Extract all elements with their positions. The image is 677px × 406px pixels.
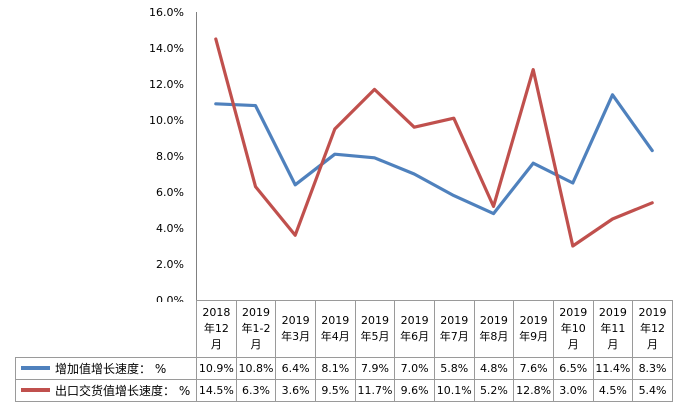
- value-cell: 10.8%: [235, 357, 277, 380]
- category-label: 2019 年3月: [275, 300, 316, 358]
- value-cell: 5.8%: [433, 357, 475, 380]
- legend-line-swatch: [21, 387, 50, 392]
- value-cell: 7.0%: [394, 357, 435, 380]
- category-label: 2019 年1-2 月: [235, 300, 277, 358]
- value-cell: 3.6%: [275, 379, 316, 402]
- value-cell: 6.3%: [235, 379, 277, 402]
- value-cell: 6.5%: [552, 357, 594, 380]
- value-cell: 8.3%: [632, 357, 673, 380]
- value-cell: 9.6%: [394, 379, 435, 402]
- y-axis-tick-label: 16.0%: [149, 6, 184, 19]
- value-cell: 4.5%: [592, 379, 634, 402]
- value-cell: 4.8%: [473, 357, 515, 380]
- value-cell: 3.0%: [552, 379, 594, 402]
- legend-series-name: 增加值增长速度： %: [55, 362, 167, 376]
- y-axis-tick-label: 14.0%: [149, 42, 184, 55]
- category-label: 2019 年8月: [473, 300, 515, 358]
- value-cell: 9.5%: [314, 379, 356, 402]
- series-row-0: 增加值增长速度： % 10.9% 10.8% 6.4% 8.1% 7.9% 7.0% 5.8%…: [15, 357, 673, 380]
- series-row-1: 出口交货值增长速度： % 14.5% 6.3% 3.6% 9.5% 11.7% 9.6% 10…: [15, 379, 673, 402]
- category-label: 2019 年5月: [354, 300, 396, 358]
- value-cell: 6.4%: [275, 357, 316, 380]
- value-cell: 12.8%: [513, 379, 554, 402]
- value-cell: 5.2%: [473, 379, 515, 402]
- y-axis-tick-label: 2.0%: [156, 258, 184, 271]
- y-axis-tick-label: 4.0%: [156, 222, 184, 235]
- category-header-row: 2018 年12 月 2019 年1-2 月 2019 年3月 2019 年4月 201…: [16, 300, 673, 358]
- value-cell: 14.5%: [196, 379, 237, 402]
- category-label: 2019 年6月: [394, 300, 435, 358]
- chart-data-table: 2018 年12 月 2019 年1-2 月 2019 年3月 2019 年4月 201…: [15, 300, 673, 402]
- category-label: 2019 年4月: [314, 300, 356, 358]
- y-axis-tick-label: 8.0%: [156, 150, 184, 163]
- category-label: 2019 年11 月: [592, 300, 634, 358]
- category-label: 2019 年10 月: [552, 300, 594, 358]
- category-label: 2019 年12 月: [632, 300, 673, 358]
- value-cell: 11.4%: [592, 357, 634, 380]
- value-cell: 10.9%: [196, 357, 237, 380]
- value-cell: 11.7%: [354, 379, 396, 402]
- table-corner-blank-cell: [16, 301, 197, 358]
- legend-cell-1: 出口交货值增长速度： %: [15, 379, 197, 402]
- legend-line-swatch: [21, 365, 50, 370]
- category-label: 2019 年7月: [433, 300, 475, 358]
- value-cell: 7.6%: [513, 357, 554, 380]
- category-label: 2018 年12 月: [196, 300, 237, 358]
- y-axis-tick-label: 6.0%: [156, 186, 184, 199]
- y-axis-tick-label: 10.0%: [149, 114, 184, 127]
- value-cell: 8.1%: [314, 357, 356, 380]
- chart-plot-area: 0.0%2.0%4.0%6.0%8.0%10.0%12.0%14.0%16.0%: [149, 6, 654, 302]
- value-cell: 5.4%: [632, 379, 673, 402]
- y-axis-tick-label: 12.0%: [149, 78, 184, 91]
- series-line-1: [214, 37, 654, 248]
- category-label: 2019 年9月: [513, 300, 554, 358]
- legend-cell-0: 增加值增长速度： %: [15, 357, 197, 380]
- legend-series-name: 出口交货值增长速度： %: [55, 384, 191, 398]
- value-cell: 10.1%: [433, 379, 475, 402]
- value-cell: 7.9%: [354, 357, 396, 380]
- series-line-0: [214, 93, 654, 216]
